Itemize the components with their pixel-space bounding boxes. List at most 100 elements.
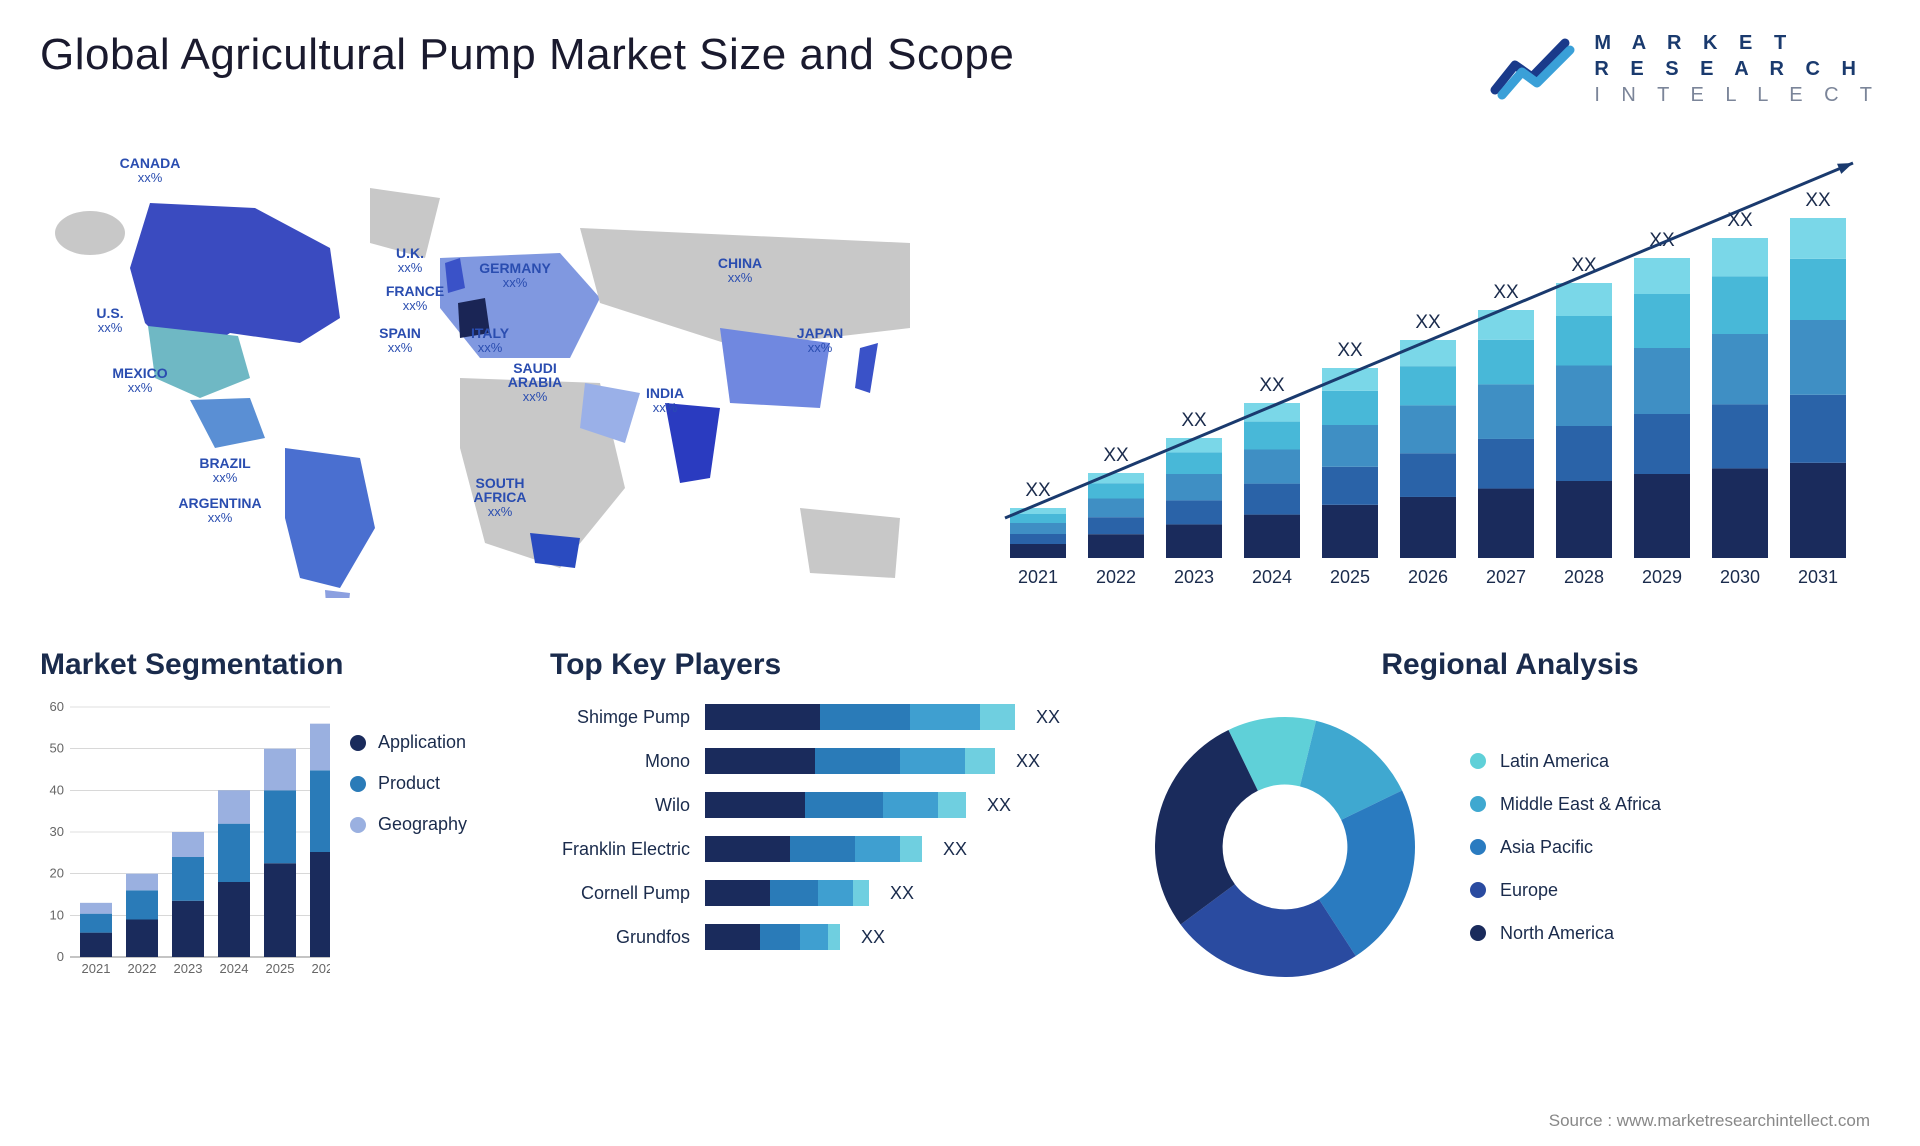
player-bar-seg: [965, 748, 995, 774]
svg-text:JAPAN: JAPAN: [797, 325, 843, 341]
svg-text:ITALY: ITALY: [471, 325, 510, 341]
legend-dot: [1470, 753, 1486, 769]
player-name: Mono: [550, 751, 690, 772]
seg-bar-seg: [218, 882, 250, 957]
player-bar-seg: [820, 704, 910, 730]
regional-legend-item: Middle East & Africa: [1470, 794, 1661, 815]
growth-bar-seg: [1244, 450, 1300, 484]
growth-bar-seg: [1244, 422, 1300, 450]
seg-ytick: 10: [50, 907, 64, 922]
player-name: Grundfos: [550, 927, 690, 948]
segmentation-title: Market Segmentation: [40, 648, 520, 682]
growth-year-label: 2027: [1486, 567, 1526, 587]
seg-bar-seg: [218, 824, 250, 882]
growth-bar-seg: [1634, 414, 1690, 474]
player-bar-seg: [770, 880, 818, 906]
growth-year-label: 2026: [1408, 567, 1448, 587]
player-value: XX: [890, 883, 914, 904]
svg-text:xx%: xx%: [403, 298, 428, 313]
legend-label: Latin America: [1500, 751, 1609, 772]
player-value: XX: [943, 839, 967, 860]
growth-bar-seg: [1322, 467, 1378, 505]
player-bar-seg: [855, 836, 900, 862]
regional-legend-item: Asia Pacific: [1470, 837, 1661, 858]
segmentation-panel: Market Segmentation 01020304050602021202…: [40, 648, 520, 992]
svg-text:xx%: xx%: [398, 260, 423, 275]
seg-year-label: 2022: [128, 961, 157, 976]
growth-bar-seg: [1634, 258, 1690, 294]
players-title: Top Key Players: [550, 648, 1110, 682]
regional-legend-item: North America: [1470, 923, 1661, 944]
seg-bar-seg: [218, 790, 250, 823]
growth-bar-seg: [1166, 474, 1222, 500]
svg-text:ARABIA: ARABIA: [508, 374, 562, 390]
logo-line2: R E S E A R C H: [1594, 56, 1880, 82]
map-label: U.S.xx%: [96, 305, 123, 335]
growth-bar-seg: [1478, 489, 1534, 558]
svg-text:SPAIN: SPAIN: [379, 325, 421, 341]
growth-bar-label: XX: [1415, 312, 1441, 333]
growth-bar-seg: [1088, 534, 1144, 558]
seg-ytick: 20: [50, 866, 64, 881]
svg-text:AFRICA: AFRICA: [474, 489, 527, 505]
svg-text:INDIA: INDIA: [646, 385, 684, 401]
player-bar-seg: [883, 792, 938, 818]
growth-bar-seg: [1790, 218, 1846, 259]
growth-year-label: 2028: [1564, 567, 1604, 587]
seg-ytick: 0: [57, 949, 64, 964]
legend-dot: [1470, 882, 1486, 898]
growth-bar-seg: [1712, 276, 1768, 334]
growth-bar-seg: [1400, 405, 1456, 453]
seg-bar-seg: [80, 933, 112, 957]
growth-bar-seg: [1790, 259, 1846, 320]
regional-legend: Latin America Middle East & Africa Asia Pa…: [1470, 751, 1661, 944]
growth-bar-label: XX: [1337, 340, 1363, 361]
seg-legend-item: Application: [350, 732, 467, 753]
map-region-japan: [855, 343, 878, 393]
growth-year-label: 2021: [1018, 567, 1058, 587]
player-row: MonoXX: [550, 746, 1070, 776]
growth-bar-seg: [1166, 500, 1222, 524]
legend-label: North America: [1500, 923, 1614, 944]
growth-bar-seg: [1400, 497, 1456, 558]
growth-bar-seg: [1010, 534, 1066, 544]
growth-bar-seg: [1712, 404, 1768, 468]
growth-bar-seg: [1712, 238, 1768, 276]
seg-year-label: 2025: [266, 961, 295, 976]
growth-year-label: 2030: [1720, 567, 1760, 587]
growth-bar-seg: [1478, 439, 1534, 489]
svg-text:ARGENTINA: ARGENTINA: [178, 495, 261, 511]
player-bar-seg: [815, 748, 900, 774]
map-label: SPAINxx%: [379, 325, 421, 355]
segmentation-legend: ApplicationProductGeography: [350, 732, 467, 982]
svg-text:U.S.: U.S.: [96, 305, 123, 321]
growth-bar-seg: [1478, 340, 1534, 385]
svg-text:GERMANY: GERMANY: [479, 260, 551, 276]
growth-bar-seg: [1634, 474, 1690, 558]
player-bar: [705, 748, 995, 774]
legend-dot: [1470, 796, 1486, 812]
map-region-argentina: [325, 590, 350, 598]
growth-bar-seg: [1400, 366, 1456, 405]
growth-bar-seg: [1322, 505, 1378, 558]
growth-bar-seg: [1010, 523, 1066, 534]
player-bar: [705, 924, 840, 950]
player-bar-seg: [760, 924, 800, 950]
growth-bar-seg: [1088, 473, 1144, 483]
svg-text:xx%: xx%: [488, 504, 513, 519]
growth-bar-seg: [1712, 334, 1768, 404]
legend-dot: [350, 735, 366, 751]
seg-ytick: 50: [50, 741, 64, 756]
map-label: CANADAxx%: [120, 155, 181, 185]
svg-text:xx%: xx%: [478, 340, 503, 355]
seg-bar-seg: [310, 724, 330, 771]
svg-text:BRAZIL: BRAZIL: [199, 455, 251, 471]
players-chart: Shimge PumpXXMonoXXWiloXXFranklin Electr…: [550, 702, 1070, 952]
growth-bar-seg: [1166, 524, 1222, 558]
seg-bar-seg: [264, 749, 296, 791]
svg-text:FRANCE: FRANCE: [386, 283, 444, 299]
svg-text:xx%: xx%: [128, 380, 153, 395]
growth-bar-seg: [1556, 366, 1612, 427]
player-bar-seg: [790, 836, 855, 862]
regional-title: Regional Analysis: [1140, 648, 1880, 682]
